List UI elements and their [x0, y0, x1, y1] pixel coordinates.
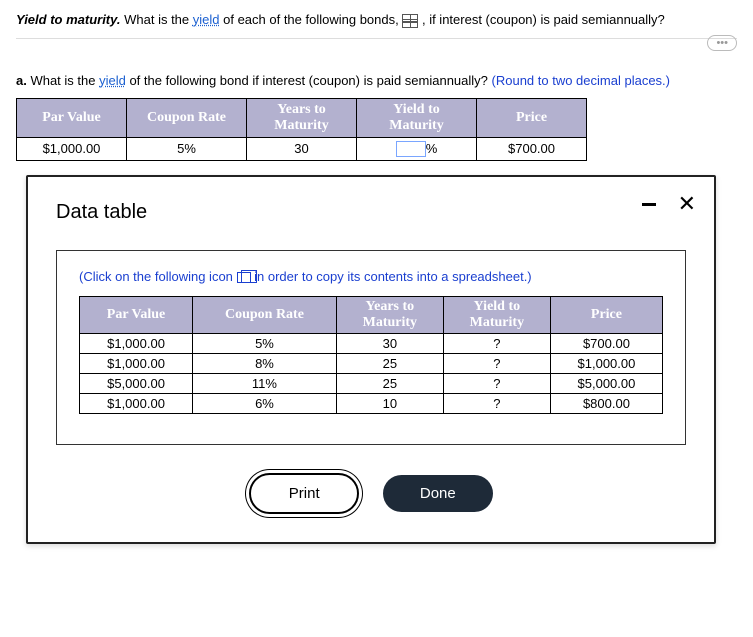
part-a-text-2: of the following bond if interest (coupo… [126, 73, 492, 88]
cell-par: $1,000.00 [17, 137, 127, 161]
question-text-1: What is the [121, 12, 193, 27]
part-a-letter: a. [16, 73, 27, 88]
question-text-2: of each of the following bonds, [220, 12, 403, 27]
data-table-row: $1,000.008%25?$1,000.00 [80, 354, 663, 374]
th-yield: Yield to Maturity [357, 98, 477, 137]
more-options-pill[interactable]: ••• [707, 35, 737, 51]
th-price: Price [477, 98, 587, 137]
data-table-row: $1,000.006%10?$800.00 [80, 394, 663, 414]
yield-input[interactable] [396, 141, 426, 157]
data-table-cell: ? [443, 374, 550, 394]
done-button[interactable]: Done [383, 475, 493, 512]
dth-coupon: Coupon Rate [193, 297, 337, 334]
copy-icon[interactable] [237, 272, 251, 283]
data-table-cell: $5,000.00 [550, 374, 662, 394]
data-table-cell: ? [443, 354, 550, 374]
table-header-row: Par Value Coupon Rate Years to Maturity … [17, 98, 587, 137]
modal-inner: (Click on the following icon in order to… [56, 250, 686, 445]
data-table-cell: $800.00 [550, 394, 662, 414]
yield-link-a[interactable]: yield [99, 73, 126, 88]
data-table-cell: 10 [336, 394, 443, 414]
data-table-cell: ? [443, 334, 550, 354]
data-table-row: $1,000.005%30?$700.00 [80, 334, 663, 354]
question-header: Yield to maturity. What is the yield of … [16, 12, 737, 28]
data-table-cell: $1,000.00 [550, 354, 662, 374]
data-table-cell: $5,000.00 [80, 374, 193, 394]
cell-price: $700.00 [477, 137, 587, 161]
divider [16, 38, 737, 39]
dth-years: Years to Maturity [336, 297, 443, 334]
data-table-cell: 6% [193, 394, 337, 414]
data-table-cell: 30 [336, 334, 443, 354]
yield-percent-suffix: % [426, 141, 438, 156]
table-row: $1,000.00 5% 30 % $700.00 [17, 137, 587, 161]
data-table-cell: $700.00 [550, 334, 662, 354]
data-table: Par Value Coupon Rate Years to Maturity … [79, 296, 663, 414]
copy-hint: (Click on the following icon in order to… [79, 269, 663, 284]
part-a-label: a. What is the yield of the following bo… [16, 73, 737, 88]
data-table-cell: ? [443, 394, 550, 414]
data-table-cell: 5% [193, 334, 337, 354]
close-icon[interactable]: ✕ [678, 191, 696, 216]
round-hint: (Round to two decimal places.) [492, 73, 670, 88]
copy-hint-before: (Click on the following icon [79, 269, 237, 284]
print-button[interactable]: Print [249, 473, 359, 514]
dth-par: Par Value [80, 297, 193, 334]
th-years: Years to Maturity [247, 98, 357, 137]
data-table-cell: 8% [193, 354, 337, 374]
data-table-cell: 25 [336, 354, 443, 374]
th-par: Par Value [17, 98, 127, 137]
copy-hint-after: in order to copy its contents into a spr… [251, 269, 532, 284]
th-coupon: Coupon Rate [127, 98, 247, 137]
cell-coupon: 5% [127, 137, 247, 161]
data-table-cell: $1,000.00 [80, 394, 193, 414]
data-table-cell: $1,000.00 [80, 354, 193, 374]
data-table-cell: 25 [336, 374, 443, 394]
modal-controls: ✕ [642, 191, 696, 217]
question-text-3: , if interest (coupon) is paid semiannua… [418, 12, 664, 27]
cell-years: 30 [247, 137, 357, 161]
minimize-icon[interactable] [642, 203, 656, 206]
cell-yield: % [357, 137, 477, 161]
yield-link-top[interactable]: yield [193, 12, 220, 27]
question-title: Yield to maturity. [16, 12, 121, 27]
modal-title: Data table [56, 201, 686, 224]
data-table-cell: 11% [193, 374, 337, 394]
modal-buttons: Print Done [56, 473, 686, 514]
data-table-icon[interactable] [402, 14, 418, 28]
data-table-modal: ✕ Data table (Click on the following ico… [26, 175, 716, 544]
data-table-header-row: Par Value Coupon Rate Years to Maturity … [80, 297, 663, 334]
dth-price: Price [550, 297, 662, 334]
data-table-row: $5,000.0011%25?$5,000.00 [80, 374, 663, 394]
part-a-text-1: What is the [27, 73, 99, 88]
bond-input-table: Par Value Coupon Rate Years to Maturity … [16, 98, 587, 162]
dth-yield: Yield to Maturity [443, 297, 550, 334]
data-table-cell: $1,000.00 [80, 334, 193, 354]
